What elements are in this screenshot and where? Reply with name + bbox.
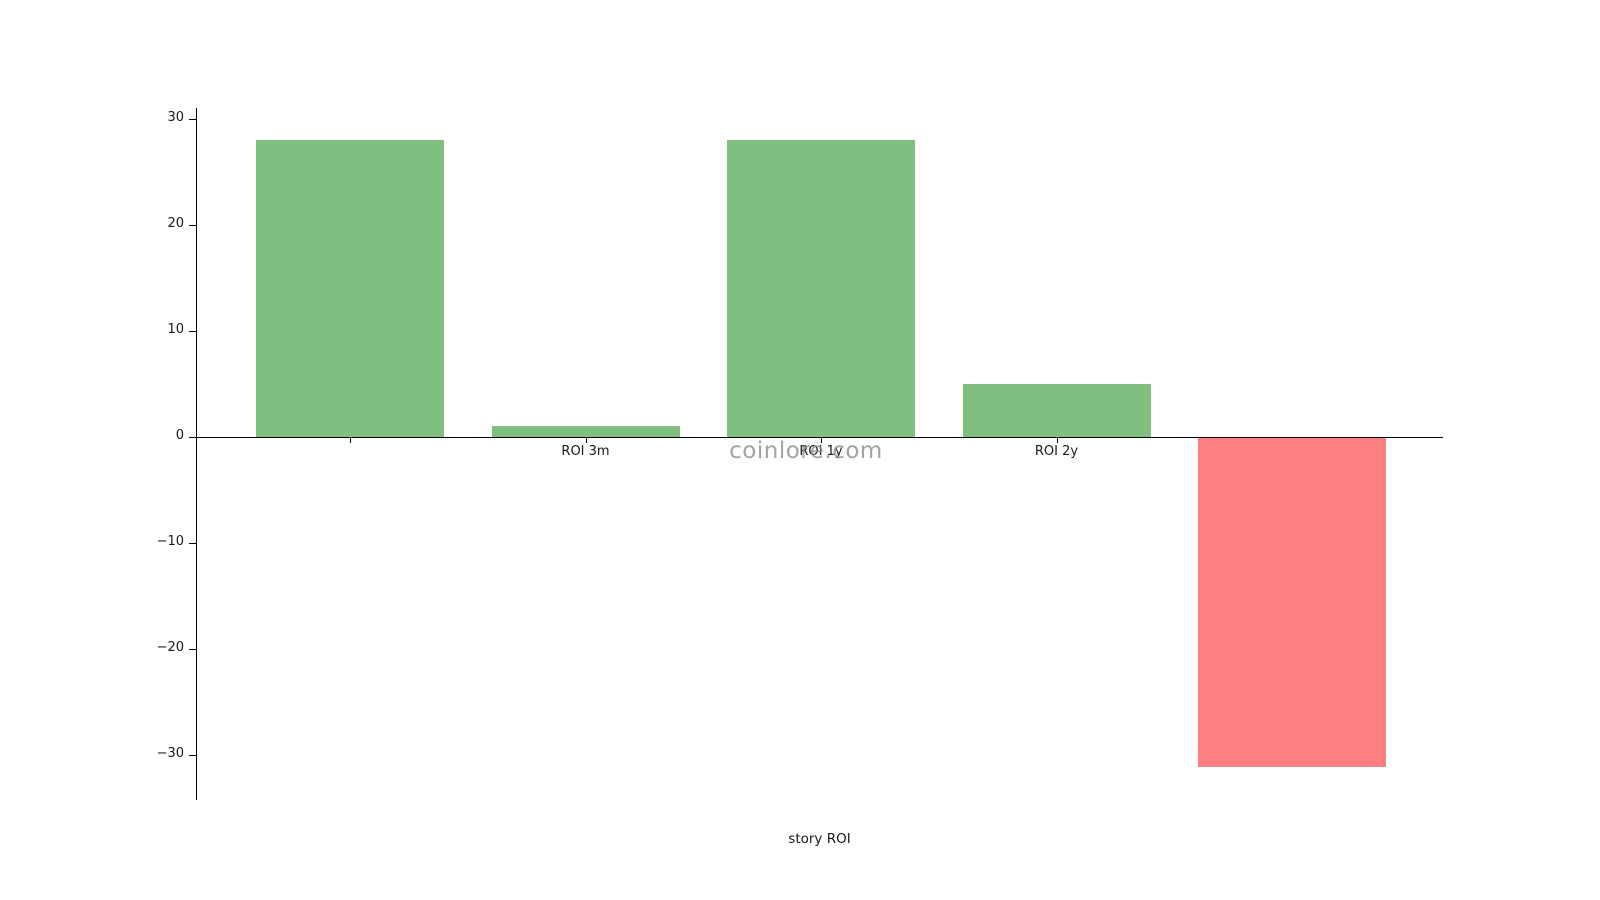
y-tick-mark (189, 649, 196, 650)
x-tick-mark (1056, 438, 1058, 443)
y-tick-label: −30 (156, 746, 184, 761)
y-tick-mark (189, 331, 196, 332)
x-tick-label: ROI 3m (561, 444, 610, 459)
y-tick-label: 30 (167, 110, 184, 125)
x-tick-label: ROI 2y (1034, 444, 1079, 459)
x-tick-mark (585, 438, 587, 443)
x-axis-line (196, 437, 1443, 438)
bar (727, 140, 915, 437)
y-tick-label: −10 (156, 534, 184, 549)
y-tick-mark (189, 543, 196, 544)
watermark: coinlore.com (729, 438, 883, 464)
x-tick-mark (350, 438, 351, 443)
bar (1198, 438, 1386, 767)
y-tick-mark (189, 437, 196, 438)
x-tick-label: ROI 1y (799, 444, 843, 459)
y-tick-label: 0 (175, 428, 184, 443)
y-axis-line (196, 108, 197, 800)
y-tick-label: 10 (167, 322, 184, 337)
bar (256, 140, 444, 437)
y-tick-mark (189, 225, 196, 226)
y-tick-label: −20 (156, 640, 184, 655)
y-tick-label: 20 (167, 216, 184, 231)
x-tick-mark (821, 438, 822, 443)
y-tick-mark (189, 119, 196, 120)
bar (962, 384, 1151, 437)
bar (491, 426, 680, 437)
x-axis-title: story ROI (788, 831, 851, 847)
y-tick-mark (189, 755, 196, 756)
